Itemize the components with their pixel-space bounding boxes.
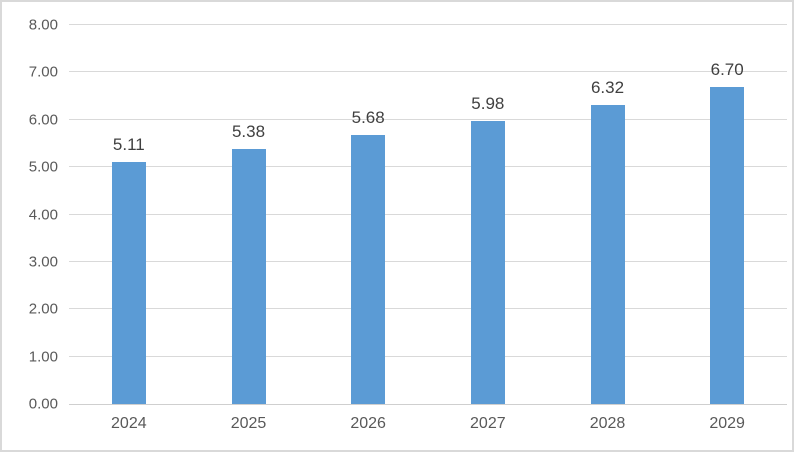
y-tick-label: 6.00 (28, 111, 58, 129)
y-tick-label: 8.00 (28, 16, 58, 34)
bar-group-2025: 5.38 (231, 122, 266, 404)
gridline (69, 213, 787, 215)
bar-2028[interactable] (590, 104, 625, 404)
x-tick-label-2025: 2025 (230, 415, 267, 432)
x-tick-label-2024: 2024 (111, 415, 147, 432)
bar-group-2024: 5.11 (111, 134, 146, 404)
y-tick-label: 1.00 (28, 348, 58, 366)
gridline (69, 71, 787, 73)
bar-2027[interactable] (470, 120, 505, 404)
bar-2029[interactable] (710, 86, 745, 404)
bar-value-label: 5.98 (471, 93, 505, 113)
gridline (69, 355, 787, 357)
bar-value-label: 5.38 (231, 122, 266, 142)
bar-2026[interactable] (351, 134, 386, 404)
y-tick-label: 5.00 (28, 158, 58, 176)
bar-value-label: 6.70 (710, 59, 744, 79)
plot-area: 5.11 5.38 5.68 5.98 6.32 6.70 (69, 24, 787, 405)
bar-group-2027: 5.98 (470, 93, 505, 404)
y-tick-label: 0.00 (28, 395, 58, 413)
x-axis-line (69, 404, 787, 405)
gridline (69, 24, 787, 25)
y-tick-label: 3.00 (28, 253, 58, 271)
bar-group-2029: 6.70 (710, 59, 745, 404)
gridline (69, 308, 787, 310)
bar-group-2026: 5.68 (351, 107, 386, 404)
x-tick-label-2026: 2026 (350, 415, 386, 432)
bar-value-label: 5.68 (351, 107, 385, 127)
bar-2025[interactable] (231, 149, 266, 404)
x-tick-label-2029: 2029 (709, 415, 745, 432)
y-tick-label: 2.00 (28, 300, 58, 318)
bar-group-2028: 6.32 (590, 77, 625, 404)
gridline (69, 118, 787, 120)
x-tick-label-2028: 2028 (589, 415, 626, 432)
gridline (69, 260, 787, 262)
bar-value-label: 5.11 (112, 134, 145, 154)
y-tick-label: 4.00 (28, 206, 58, 223)
x-tick-label-2027: 2027 (470, 415, 506, 432)
bar-2024[interactable] (111, 161, 146, 404)
bar-value-label: 6.32 (590, 77, 625, 97)
gridline (69, 166, 787, 168)
y-tick-label: 7.00 (28, 63, 58, 81)
